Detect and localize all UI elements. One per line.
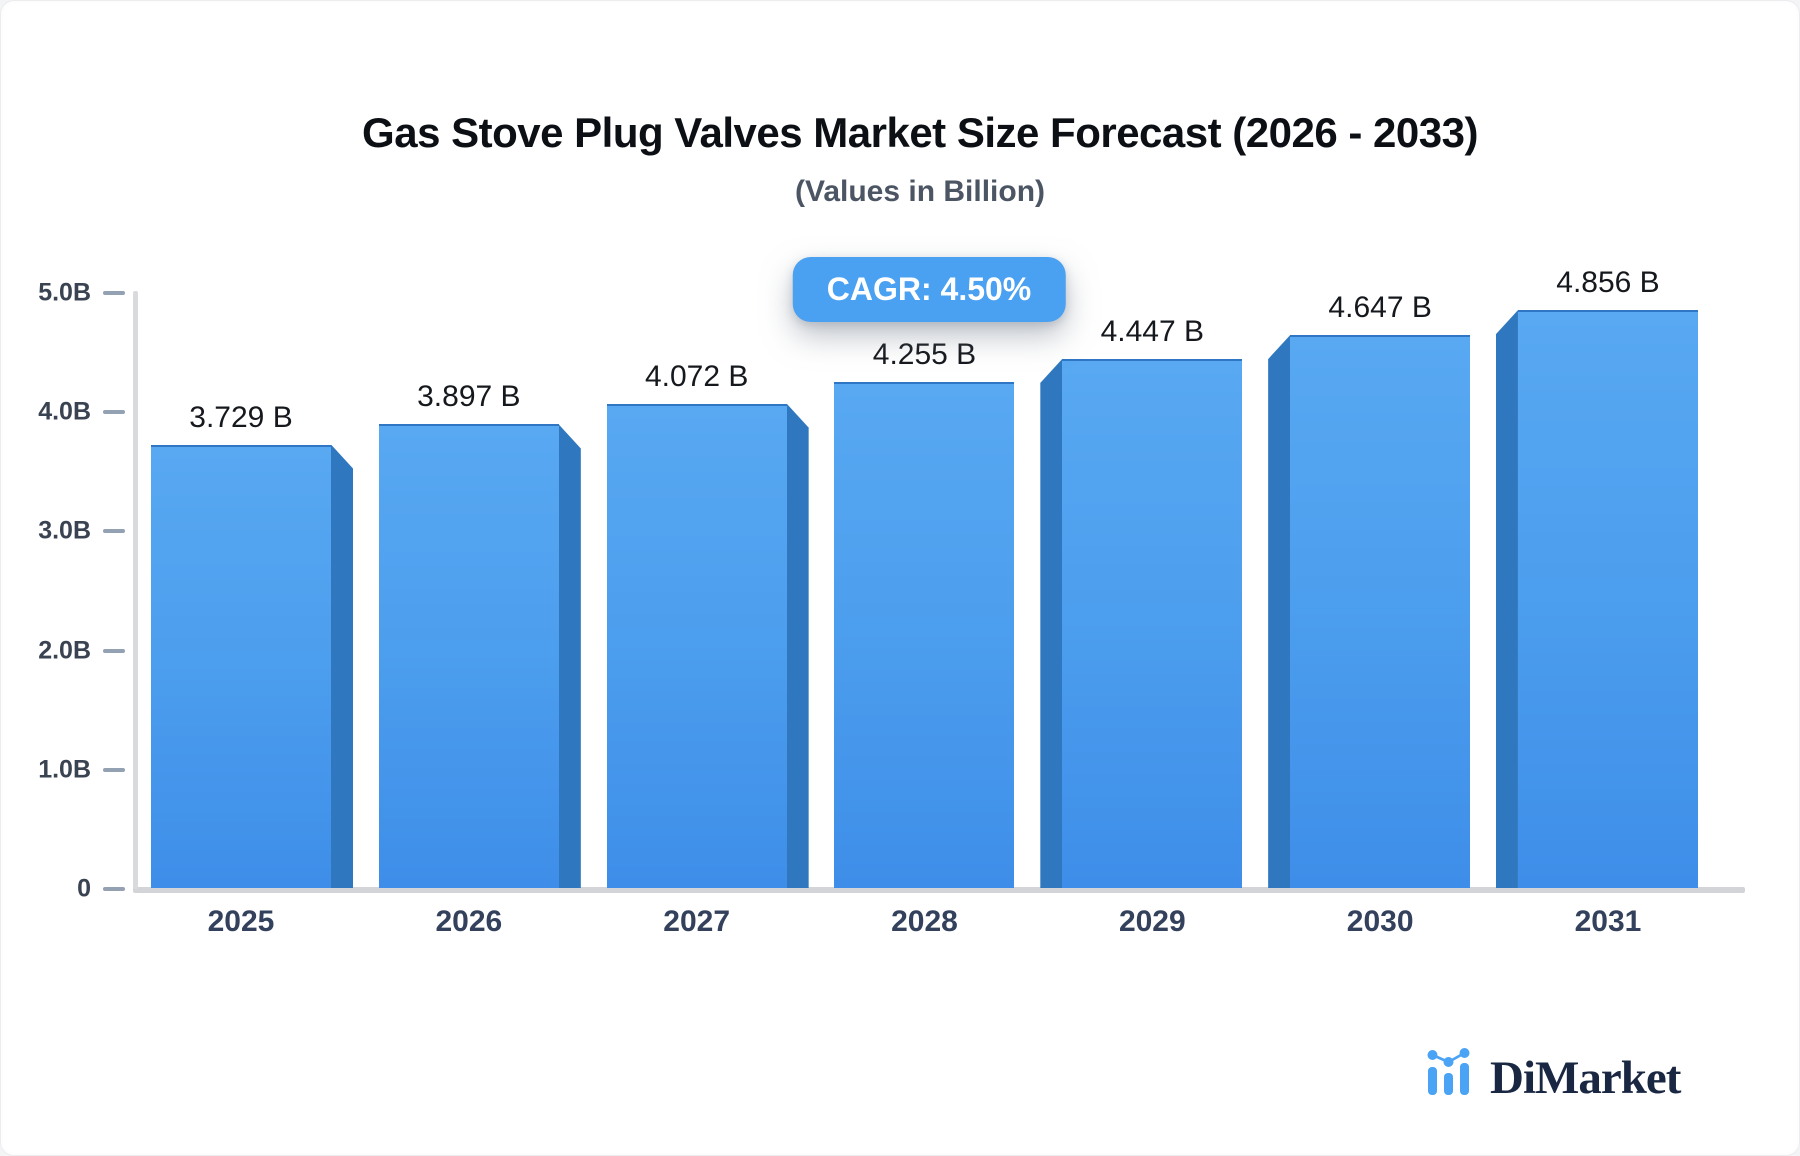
x-axis-line xyxy=(133,887,1745,893)
bar-3d-side xyxy=(1495,310,1518,888)
x-axis-label-2025: 2025 xyxy=(207,905,275,938)
bar-value-label: 4.072 B xyxy=(644,359,749,393)
bar-value-label: 3.729 B xyxy=(189,400,293,434)
bar-value-label: 3.897 B xyxy=(417,380,521,414)
chart-card: Gas Stove Plug Valves Market Size Foreca… xyxy=(3,3,1797,1153)
bar-3d-side xyxy=(1040,358,1063,888)
bar-face xyxy=(606,403,787,888)
bar-2025[interactable]: 3.729 B xyxy=(151,401,353,888)
brand-logo: DiMarket xyxy=(1425,1041,1681,1104)
bar-2030[interactable]: 4.647 B xyxy=(1268,291,1471,888)
bar-3d-side xyxy=(786,403,809,888)
bar-2026[interactable]: 3.897 B xyxy=(378,380,581,888)
cagr-badge: CAGR: 4.50% xyxy=(792,257,1066,322)
y-axis-tick-mark xyxy=(103,529,125,534)
bar-2028[interactable]: 4.255 B xyxy=(834,338,1015,888)
bar-sparkline-icon xyxy=(1425,1041,1477,1102)
y-axis-tick-label: 5.0B xyxy=(38,278,91,307)
y-axis-tick-label: 1.0B xyxy=(38,755,91,784)
bar-value-label: 4.447 B xyxy=(1100,314,1205,348)
y-axis-tick-label: 0 xyxy=(77,874,91,903)
bar-3d-side xyxy=(1268,335,1291,888)
x-axis-label-2030: 2030 xyxy=(1346,905,1414,938)
y-axis-line xyxy=(133,291,138,889)
bar-value-label: 4.647 B xyxy=(1328,291,1432,325)
y-axis-tick-mark xyxy=(103,291,125,295)
y-axis-tick-mark xyxy=(103,767,125,772)
x-axis-label-2031: 2031 xyxy=(1574,905,1642,938)
x-axis-label-2028: 2028 xyxy=(891,905,958,938)
brand-logo-text: DiMarket xyxy=(1490,1052,1681,1104)
bar-face xyxy=(151,444,331,888)
x-axis-label-2027: 2027 xyxy=(663,905,731,938)
bar-2027[interactable]: 4.072 B xyxy=(606,360,809,888)
bar-face xyxy=(1517,310,1698,888)
bar-2031[interactable]: 4.856 B xyxy=(1495,266,1698,888)
bar-3d-side xyxy=(558,424,581,888)
y-axis-tick-label: 4.0B xyxy=(38,397,91,426)
bar-2029[interactable]: 4.447 B xyxy=(1040,315,1243,888)
chart-plot-area: 0 1.0B 2.0B 3.0B 4.0B 5.0B 3.729 B 2025 3.897 B 2… xyxy=(3,3,1797,1153)
bar-face xyxy=(378,424,559,888)
y-axis-tick-mark xyxy=(103,410,125,415)
x-axis-label-2029: 2029 xyxy=(1118,905,1186,938)
bar-face xyxy=(1290,335,1471,888)
bar-value-label: 4.856 B xyxy=(1556,266,1660,300)
chart-header: Gas Stove Plug Valves Market Size Foreca… xyxy=(43,109,1797,209)
y-axis-tick-label: 3.0B xyxy=(38,516,91,545)
bar-3d-side xyxy=(331,444,353,888)
y-axis-tick-mark xyxy=(103,648,125,653)
bar-face xyxy=(1062,358,1243,888)
bar-face xyxy=(834,381,1015,888)
chart-subtitle: (Values in Billion) xyxy=(794,175,1046,208)
x-axis-label-2026: 2026 xyxy=(435,905,503,938)
chart-title: Gas Stove Plug Valves Market Size Foreca… xyxy=(362,109,1478,156)
bar-value-label: 4.255 B xyxy=(872,337,977,371)
y-axis-tick-label: 2.0B xyxy=(38,636,91,665)
y-axis-tick-mark xyxy=(103,887,125,891)
